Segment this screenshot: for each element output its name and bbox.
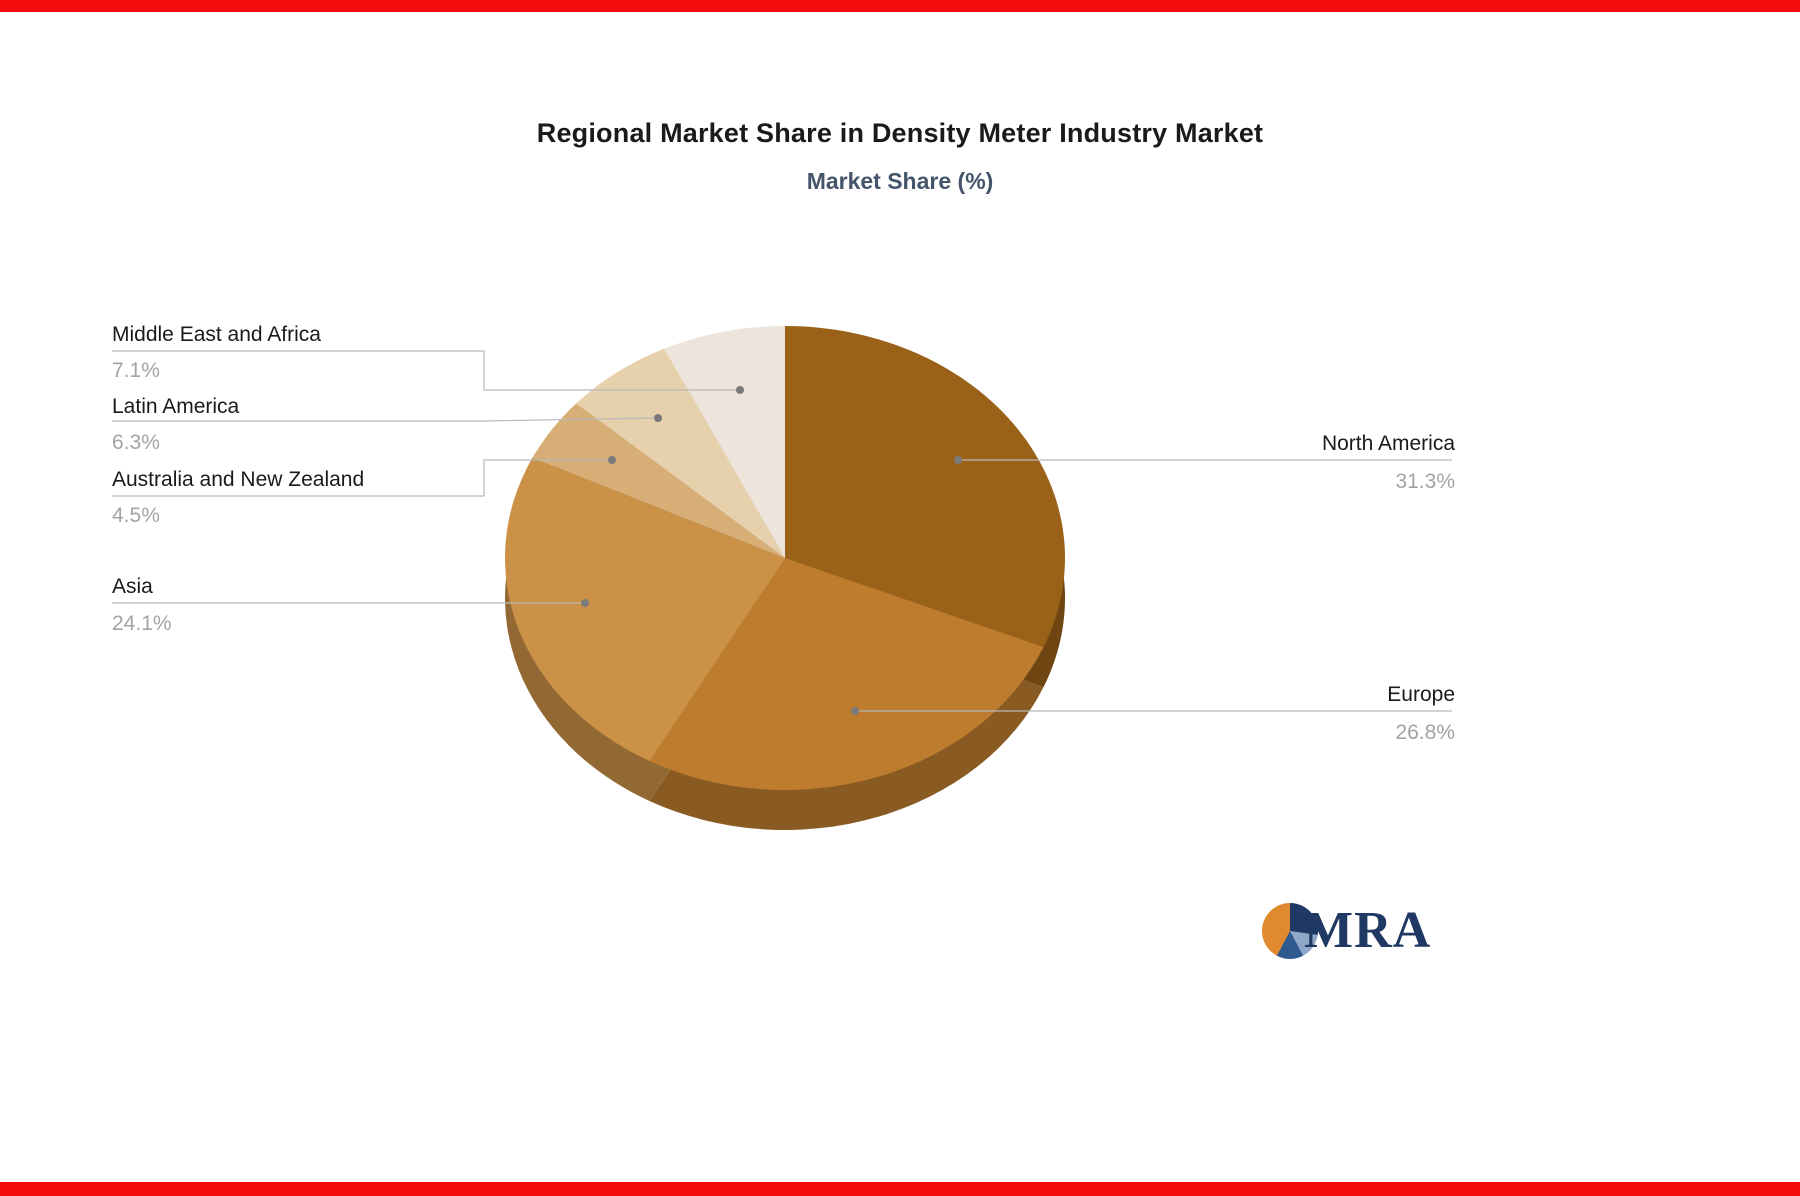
callout-line (112, 350, 740, 391)
slice-label: North America (1322, 432, 1455, 455)
top-red-bar (0, 0, 1800, 12)
callout-dot (581, 599, 589, 607)
slice-label: Latin America (112, 395, 240, 418)
pie-slice-latin-america[interactable] (576, 348, 785, 558)
slice-value: 26.8% (1395, 721, 1455, 744)
callout-dot (954, 456, 962, 464)
slice-label: Asia (112, 575, 153, 598)
slice-value: 4.5% (112, 504, 160, 527)
slice-label: Australia and New Zealand (112, 468, 364, 491)
slice-label: Europe (1387, 683, 1455, 706)
logo-text: MRA (1304, 902, 1432, 959)
chart-title: Regional Market Share in Density Meter I… (536, 118, 1264, 148)
callout-dot (654, 414, 662, 422)
slice-value: 6.3% (112, 431, 160, 454)
slice-value: 24.1% (112, 612, 172, 635)
callout-line (112, 417, 659, 422)
pie-slice-asia[interactable] (505, 457, 785, 762)
callout-dot (608, 456, 616, 464)
logo-mark-icon (1262, 902, 1318, 959)
slice-value: 7.1% (112, 359, 160, 382)
pie-slice-middle-east-and-africa[interactable] (664, 326, 785, 558)
pie-slice-europe[interactable] (649, 558, 1044, 790)
brand-logo: MRA (1262, 901, 1431, 960)
slice-label: Middle East and Africa (112, 323, 321, 346)
callout-dot (736, 386, 744, 394)
callout-line (112, 459, 612, 497)
pie-slice-australia-and-new-zealand[interactable] (532, 403, 785, 558)
pie-slice-north-america[interactable] (785, 326, 1065, 648)
chart-subtitle: Market Share (%) (806, 168, 994, 194)
slice-value: 31.3% (1395, 470, 1455, 493)
bottom-red-bar (0, 1182, 1800, 1196)
callout-dot (851, 707, 859, 715)
